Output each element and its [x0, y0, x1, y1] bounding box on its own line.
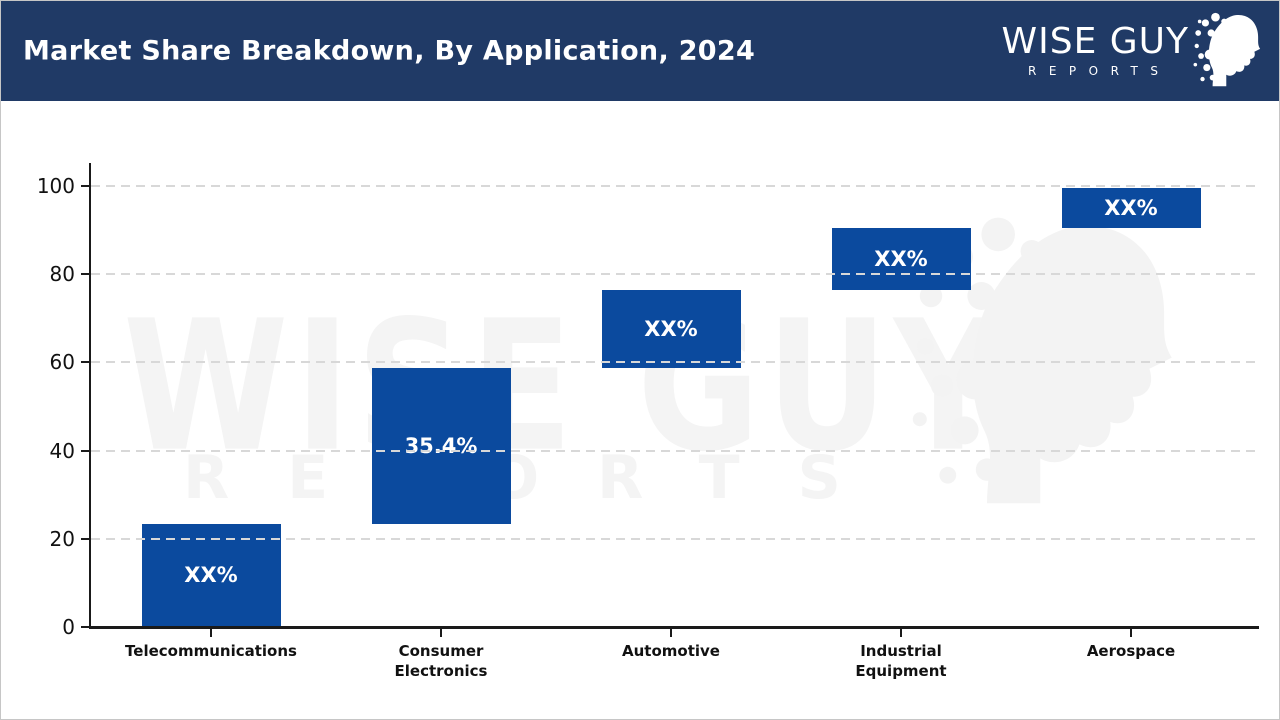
logo-head-icon: [1191, 11, 1263, 91]
bar-value-label: 35.4%: [404, 433, 478, 458]
bar-aerospace: XX%: [1061, 187, 1201, 228]
bar-value-label: XX%: [1104, 195, 1158, 220]
bar-value-label: XX%: [874, 246, 928, 271]
bar-telecommunications: XX%: [141, 523, 281, 627]
bar-industrial-equipment: XX%: [831, 227, 971, 291]
bar-automotive: XX%: [601, 290, 741, 368]
bar-value-label: XX%: [184, 563, 238, 588]
header-bar: Market Share Breakdown, By Application, …: [1, 1, 1279, 101]
page-title: Market Share Breakdown, By Application, …: [23, 35, 756, 67]
logo-wiseguy-text: WISE GUY: [1001, 21, 1189, 62]
logo-text: WISE GUY REPORTS: [1001, 21, 1190, 79]
bar-consumer-electronics: 35.4%: [371, 367, 511, 524]
wise-guy-reports-logo: WISE GUY REPORTS: [1002, 11, 1264, 91]
logo-reports-text: REPORTS: [1027, 64, 1171, 78]
bar-value-label: XX%: [644, 316, 698, 341]
